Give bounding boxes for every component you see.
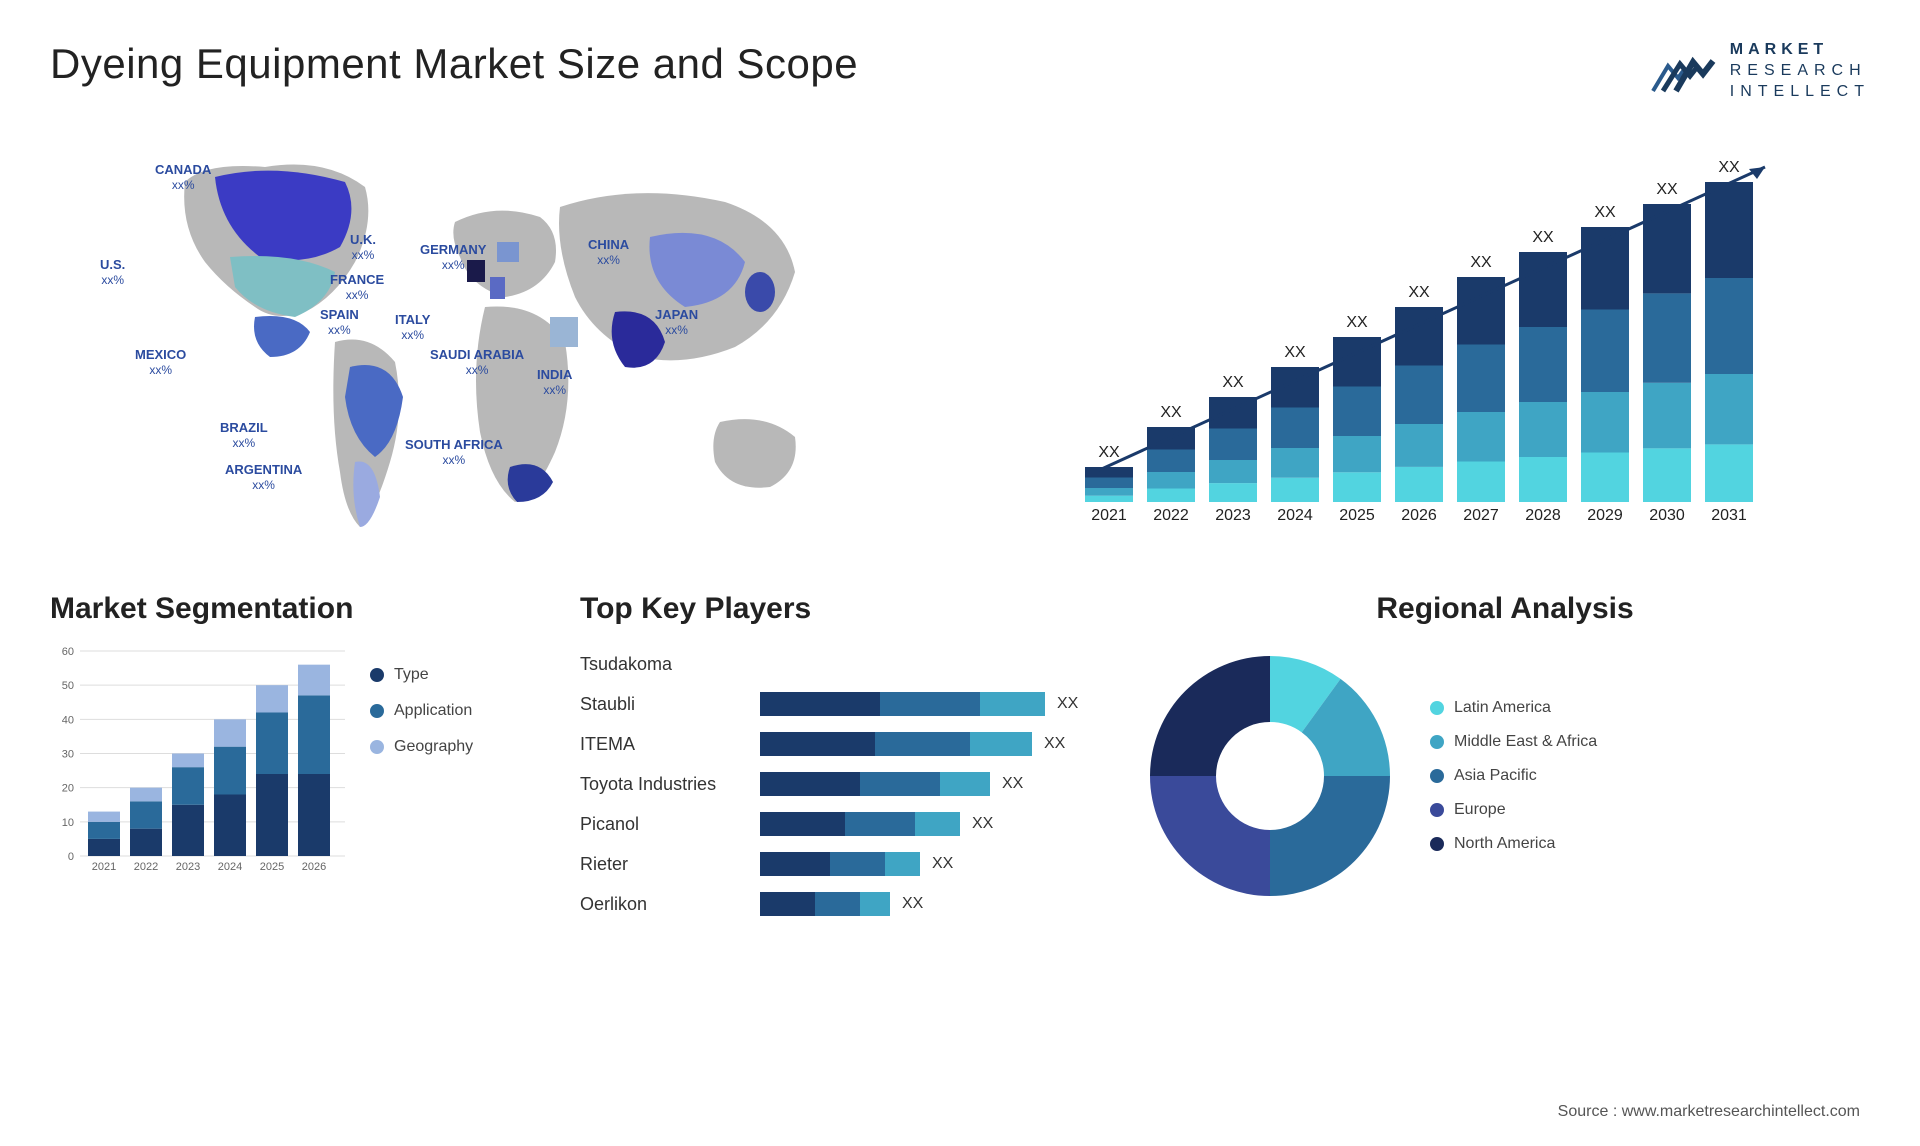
- svg-text:2026: 2026: [302, 861, 326, 873]
- svg-text:2024: 2024: [218, 861, 242, 873]
- svg-text:60: 60: [62, 646, 74, 658]
- svg-text:XX: XX: [1594, 204, 1616, 221]
- svg-text:XX: XX: [1284, 344, 1306, 361]
- regional-title: Regional Analysis: [1140, 592, 1870, 626]
- player-row: ITEMAXX: [580, 726, 1110, 762]
- svg-text:10: 10: [62, 817, 74, 829]
- seg-legend-type: Type: [370, 666, 473, 684]
- player-row: StaubliXX: [580, 686, 1110, 722]
- player-row: Toyota IndustriesXX: [580, 766, 1110, 802]
- map-label-spain: SPAINxx%: [320, 307, 359, 337]
- segmentation-legend: Type Application Geography: [370, 646, 473, 876]
- svg-text:2023: 2023: [1215, 507, 1251, 524]
- players-panel: Top Key Players Tsudakoma StaubliXX ITEMAX…: [580, 592, 1110, 922]
- map-label-italy: ITALYxx%: [395, 312, 430, 342]
- svg-text:2026: 2026: [1401, 507, 1437, 524]
- map-label-brazil: BRAZILxx%: [220, 420, 268, 450]
- svg-text:XX: XX: [1160, 404, 1182, 421]
- svg-text:XX: XX: [1470, 254, 1492, 271]
- seg-legend-geography: Geography: [370, 738, 473, 756]
- regional-donut: [1140, 646, 1400, 906]
- svg-text:2023: 2023: [176, 861, 200, 873]
- svg-text:2028: 2028: [1525, 507, 1561, 524]
- svg-text:50: 50: [62, 681, 74, 693]
- map-label-india: INDIAxx%: [537, 367, 572, 397]
- market-growth-chart: 2021 XX 2022 XX 2023 XX 2024 XX 2025 XX 2026 XX 2027…: [980, 132, 1870, 552]
- svg-text:30: 30: [62, 749, 74, 761]
- svg-text:XX: XX: [1532, 229, 1554, 246]
- svg-text:40: 40: [62, 715, 74, 727]
- world-map: CANADAxx% U.S.xx% MEXICOxx% BRAZILxx% ARGENT…: [50, 132, 940, 552]
- svg-text:2025: 2025: [1339, 507, 1375, 524]
- svg-text:2024: 2024: [1277, 507, 1313, 524]
- map-label-saudiarabia: SAUDI ARABIAxx%: [430, 347, 524, 377]
- players-title: Top Key Players: [580, 592, 1110, 626]
- source-text: Source : www.marketresearchintellect.com: [1558, 1103, 1860, 1121]
- map-label-argentina: ARGENTINAxx%: [225, 462, 302, 492]
- map-label-china: CHINAxx%: [588, 237, 629, 267]
- regional-legend-item: North America: [1430, 835, 1597, 853]
- map-label-us: U.S.xx%: [100, 257, 125, 287]
- map-label-france: FRANCExx%: [330, 272, 384, 302]
- segmentation-title: Market Segmentation: [50, 592, 550, 626]
- svg-text:2031: 2031: [1711, 507, 1747, 524]
- svg-text:2025: 2025: [260, 861, 284, 873]
- regional-legend-item: Latin America: [1430, 699, 1597, 717]
- player-row: PicanolXX: [580, 806, 1110, 842]
- svg-text:XX: XX: [1656, 181, 1678, 198]
- map-label-mexico: MEXICOxx%: [135, 347, 186, 377]
- map-label-canada: CANADAxx%: [155, 162, 211, 192]
- map-label-germany: GERMANYxx%: [420, 242, 486, 272]
- regional-legend-item: Europe: [1430, 801, 1597, 819]
- svg-text:2030: 2030: [1649, 507, 1685, 524]
- logo-line3: INTELLECT: [1730, 82, 1870, 103]
- svg-text:2021: 2021: [1091, 507, 1127, 524]
- player-row: RieterXX: [580, 846, 1110, 882]
- map-label-japan: JAPANxx%: [655, 307, 698, 337]
- svg-text:XX: XX: [1098, 444, 1120, 461]
- logo-line1: MARKET: [1730, 40, 1870, 61]
- svg-text:0: 0: [68, 851, 74, 863]
- player-row: OerlikonXX: [580, 886, 1110, 922]
- map-label-southafrica: SOUTH AFRICAxx%: [405, 437, 503, 467]
- svg-text:2021: 2021: [92, 861, 116, 873]
- svg-text:2027: 2027: [1463, 507, 1499, 524]
- logo-line2: RESEARCH: [1730, 61, 1870, 82]
- svg-text:2029: 2029: [1587, 507, 1623, 524]
- segmentation-chart: 0 10 20 30 40 50 60 2021 2022 2023 2024 2025 2026: [50, 646, 350, 876]
- map-label-uk: U.K.xx%: [350, 232, 376, 262]
- svg-text:2022: 2022: [1153, 507, 1189, 524]
- svg-text:XX: XX: [1408, 284, 1430, 301]
- regional-panel: Regional Analysis Latin America Middle Ea…: [1140, 592, 1870, 922]
- regional-legend-item: Asia Pacific: [1430, 767, 1597, 785]
- svg-text:2022: 2022: [134, 861, 158, 873]
- svg-text:20: 20: [62, 783, 74, 795]
- svg-text:XX: XX: [1346, 314, 1368, 331]
- player-row: Tsudakoma: [580, 646, 1110, 682]
- svg-text:XX: XX: [1222, 374, 1244, 391]
- seg-legend-application: Application: [370, 702, 473, 720]
- regional-legend-item: Middle East & Africa: [1430, 733, 1597, 751]
- svg-text:XX: XX: [1718, 159, 1740, 176]
- segmentation-panel: Market Segmentation 0 10 20 30 40 50 60 2021 202…: [50, 592, 550, 922]
- logo-icon: [1648, 46, 1718, 96]
- brand-logo: MARKET RESEARCH INTELLECT: [1648, 40, 1870, 102]
- page-title: Dyeing Equipment Market Size and Scope: [50, 40, 858, 88]
- regional-legend: Latin America Middle East & Africa Asia Pa…: [1430, 699, 1597, 853]
